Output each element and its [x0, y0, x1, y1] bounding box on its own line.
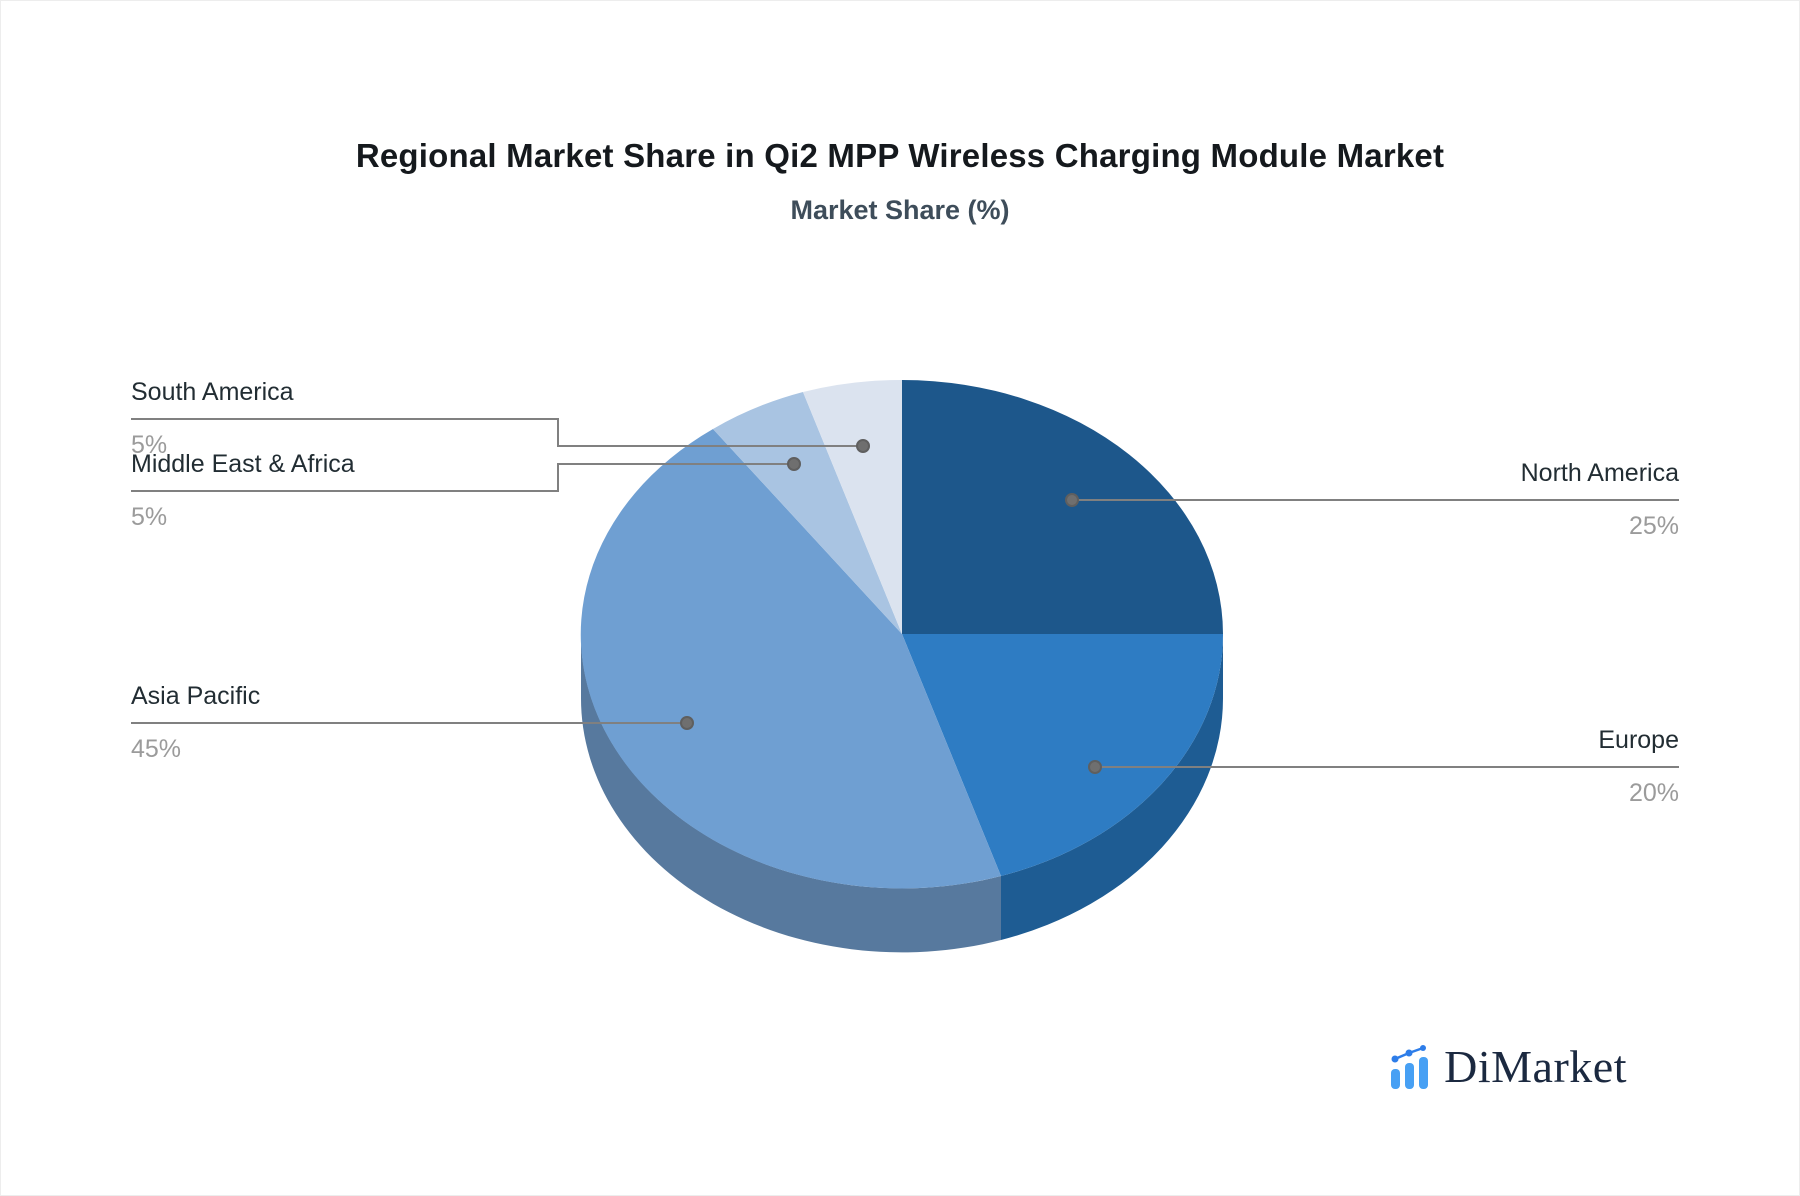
- chart-title: Regional Market Share in Qi2 MPP Wireles…: [355, 137, 1445, 174]
- slice-label-asia-pacific: Asia Pacific: [131, 682, 261, 710]
- slice-pct-middle-east-africa: 5%: [131, 503, 168, 531]
- slice-pct-europe: 20%: [1628, 779, 1679, 807]
- slice-label-middle-east-africa: Middle East & Africa: [131, 450, 355, 478]
- callout-dot-asia-pacific: [680, 716, 694, 730]
- callout-line-middle-east-africa: [131, 463, 794, 492]
- pie-slice-europe[interactable]: [902, 634, 1224, 876]
- pie-slice-middle-east-africa[interactable]: [713, 392, 902, 634]
- chart-subtitle: Market Share (%): [790, 195, 1010, 225]
- slice-label-europe: Europe: [1598, 726, 1679, 754]
- callout-dot-north-america: [1065, 493, 1079, 507]
- bar-chart-logo-icon: [1391, 1045, 1429, 1089]
- pie-slice-side-asia-pacific: [580, 634, 1001, 953]
- slice-label-north-america: North America: [1520, 459, 1679, 487]
- pie-slice-asia-pacific[interactable]: [580, 429, 1001, 889]
- callout-dot-europe: [1088, 760, 1102, 774]
- slice-pct-north-america: 25%: [1628, 512, 1679, 540]
- slice-label-south-america: South America: [131, 378, 294, 406]
- pie-slice-side-europe: [1001, 634, 1224, 940]
- dimarket-logo-text: DiMarket: [1444, 1041, 1627, 1092]
- pie-slice-north-america[interactable]: [902, 380, 1223, 634]
- dimarket-logo: DiMarket: [1390, 1043, 1627, 1091]
- callout-dot-middle-east-africa: [787, 457, 801, 471]
- callout-dot-south-america: [856, 439, 870, 453]
- callout-line-south-america: [131, 418, 863, 447]
- pie-slice-south-america[interactable]: [803, 379, 902, 634]
- slice-pct-asia-pacific: 45%: [131, 735, 182, 763]
- slice-pct-south-america: 5%: [131, 431, 168, 459]
